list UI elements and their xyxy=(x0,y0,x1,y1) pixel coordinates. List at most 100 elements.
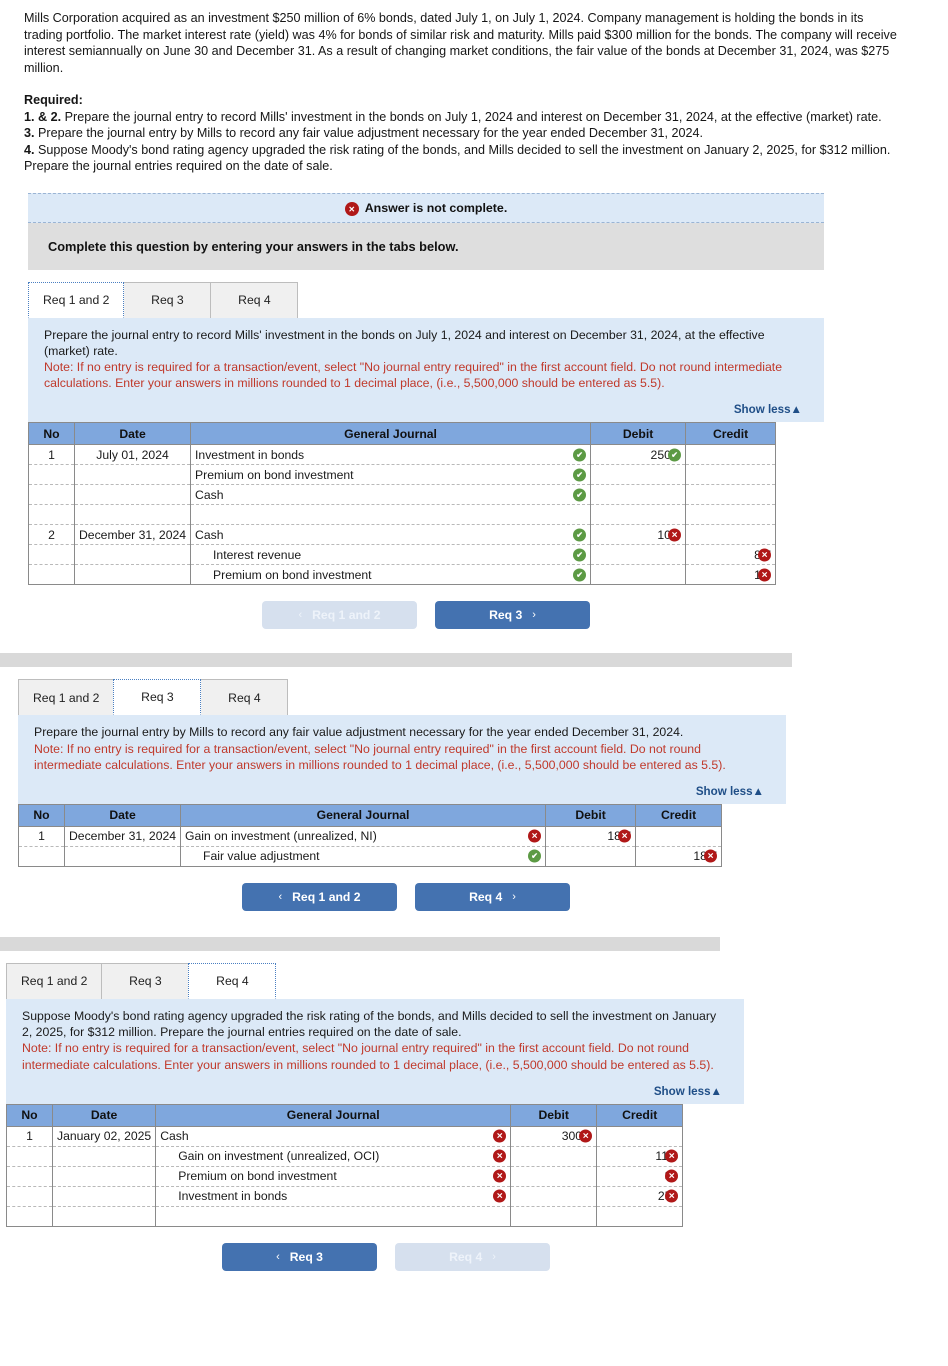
caret-up-icon: ▲ xyxy=(710,1084,722,1098)
cell-debit[interactable] xyxy=(590,544,687,566)
table-row xyxy=(28,504,777,526)
cell-credit[interactable]: 39 xyxy=(596,1165,684,1187)
note-text: Note: If no entry is required for a tran… xyxy=(22,1041,714,1072)
cell-credit[interactable] xyxy=(635,825,723,847)
cell-debit[interactable]: 300.0 xyxy=(510,1125,598,1147)
check-icon xyxy=(573,528,587,542)
cell-date[interactable] xyxy=(73,484,192,506)
col-general-journal: General Journal xyxy=(190,422,592,446)
requirement-1-2: 1. & 2. Prepare the journal entry to rec… xyxy=(24,109,898,126)
cell-credit[interactable]: 18.7 xyxy=(635,845,723,867)
error-icon xyxy=(618,829,632,843)
cell-credit[interactable] xyxy=(685,524,777,546)
cell-account[interactable]: Cash xyxy=(190,524,592,546)
cell-account[interactable]: Investment in bonds xyxy=(190,444,592,466)
cell-date[interactable] xyxy=(51,1185,157,1207)
cell-credit[interactable] xyxy=(685,464,777,486)
journal-table-2: No Date General Journal Debit Credit 1 De… xyxy=(18,803,723,867)
cell-account[interactable]: Gain on investment (unrealized, OCI) xyxy=(155,1145,512,1167)
cell-date[interactable]: July 01, 2024 xyxy=(73,444,192,466)
cell-date[interactable] xyxy=(73,564,192,586)
cell-debit[interactable] xyxy=(590,464,687,486)
cell-date[interactable] xyxy=(63,845,182,867)
show-less-link-2[interactable]: Show less▲ xyxy=(34,785,770,798)
tab-req-1-and-2[interactable]: Req 1 and 2 xyxy=(6,962,103,999)
tab-req-1-and-2[interactable]: Req 1 and 2 xyxy=(28,281,125,318)
cell-account[interactable]: Premium on bond investment xyxy=(190,464,592,486)
tab-req-3[interactable]: Req 3 xyxy=(113,679,202,716)
table-row: Gain on investment (unrealized, OCI) 11.3 xyxy=(6,1145,684,1167)
journal-body-2: 1 December 31, 2024 Gain on investment (un… xyxy=(18,825,723,867)
cell-no xyxy=(6,1145,53,1167)
prev-button-label: Req 3 xyxy=(289,1249,323,1264)
cell-credit[interactable] xyxy=(596,1205,684,1227)
cell-credit[interactable] xyxy=(596,1125,684,1147)
cell-debit[interactable]: 10.0 xyxy=(590,524,687,546)
cell-debit[interactable] xyxy=(590,504,687,526)
next-button-2[interactable]: Req 4 › xyxy=(415,882,570,911)
tab-req-4[interactable]: Req 4 xyxy=(188,962,277,999)
answer-status-banner: Answer is not complete. xyxy=(28,192,824,223)
cell-date[interactable] xyxy=(73,504,192,526)
prompt-text: Suppose Moody's bond rating agency upgra… xyxy=(22,1008,717,1040)
cell-account[interactable]: Premium on bond investment xyxy=(155,1165,512,1187)
cell-account[interactable]: Investment in bonds xyxy=(155,1185,512,1207)
cell-account[interactable]: Fair value adjustment xyxy=(180,845,547,867)
cell-credit[interactable]: 250 xyxy=(596,1185,684,1207)
cell-debit[interactable] xyxy=(590,484,687,506)
next-button-1[interactable]: Req 3 › xyxy=(435,601,590,630)
next-button-label: Req 4 xyxy=(469,889,503,904)
cell-date[interactable]: January 02, 2025 xyxy=(51,1125,157,1147)
cell-no xyxy=(28,564,75,586)
col-no: No xyxy=(28,422,75,446)
cell-debit[interactable]: 18.7 xyxy=(545,825,637,847)
tab-bar-3: Req 1 and 2 Req 3 Req 4 xyxy=(6,961,766,999)
prev-button-3[interactable]: ‹ Req 3 xyxy=(222,1242,377,1271)
cell-account[interactable]: Premium on bond investment xyxy=(190,564,592,586)
instruction-panel-3: Suppose Moody's bond rating agency upgra… xyxy=(6,998,744,1104)
tab-req-4[interactable]: Req 4 xyxy=(210,281,299,318)
cell-account[interactable] xyxy=(155,1205,512,1227)
cell-debit[interactable] xyxy=(510,1205,598,1227)
cell-credit[interactable]: 11.3 xyxy=(596,1145,684,1167)
tab-req-4[interactable]: Req 4 xyxy=(200,679,289,716)
show-less-link-1[interactable]: Show less▲ xyxy=(44,403,808,416)
prev-button-2[interactable]: ‹ Req 1 and 2 xyxy=(242,882,397,911)
cell-account[interactable]: Interest revenue xyxy=(190,544,592,566)
show-less-link-3[interactable]: Show less▲ xyxy=(22,1085,728,1098)
cell-date[interactable] xyxy=(73,544,192,566)
tab-req-1-and-2[interactable]: Req 1 and 2 xyxy=(18,679,115,716)
error-icon xyxy=(758,548,772,562)
next-button-3[interactable]: Req 4 › xyxy=(395,1242,550,1271)
cell-credit[interactable]: 8.7 xyxy=(685,544,777,566)
cell-debit[interactable] xyxy=(510,1145,598,1167)
cell-account[interactable] xyxy=(190,504,592,526)
cell-date[interactable]: December 31, 2024 xyxy=(63,825,182,847)
cell-date[interactable]: December 31, 2024 xyxy=(73,524,192,546)
tab-req-3[interactable]: Req 3 xyxy=(101,962,190,999)
cell-date[interactable] xyxy=(51,1205,157,1227)
prev-button-label: Req 1 and 2 xyxy=(312,608,381,623)
cell-date[interactable] xyxy=(51,1165,157,1187)
cell-debit[interactable] xyxy=(545,845,637,867)
cell-credit[interactable] xyxy=(685,444,777,466)
tab-req-3[interactable]: Req 3 xyxy=(123,281,212,318)
tab-label: Req 3 xyxy=(129,974,162,989)
cell-account[interactable]: Gain on investment (unrealized, NI) xyxy=(180,825,547,847)
nav-buttons-3: ‹ Req 3 Req 4 › xyxy=(6,1242,766,1271)
table-header-row: No Date General Journal Debit Credit xyxy=(18,803,723,827)
cell-credit[interactable]: 1.3 xyxy=(685,564,777,586)
cell-account[interactable]: Cash xyxy=(155,1125,512,1147)
prev-button-1[interactable]: ‹ Req 1 and 2 xyxy=(262,601,417,630)
cell-debit[interactable] xyxy=(510,1185,598,1207)
note-text: Note: If no entry is required for a tran… xyxy=(34,741,726,772)
cell-credit[interactable] xyxy=(685,484,777,506)
cell-date[interactable] xyxy=(73,464,192,486)
cell-date[interactable] xyxy=(51,1145,157,1167)
cell-debit[interactable] xyxy=(590,564,687,586)
cell-account[interactable]: Cash xyxy=(190,484,592,506)
cell-debit[interactable] xyxy=(510,1165,598,1187)
cell-debit[interactable]: 250.0 xyxy=(590,444,687,466)
cell-credit[interactable] xyxy=(685,504,777,526)
